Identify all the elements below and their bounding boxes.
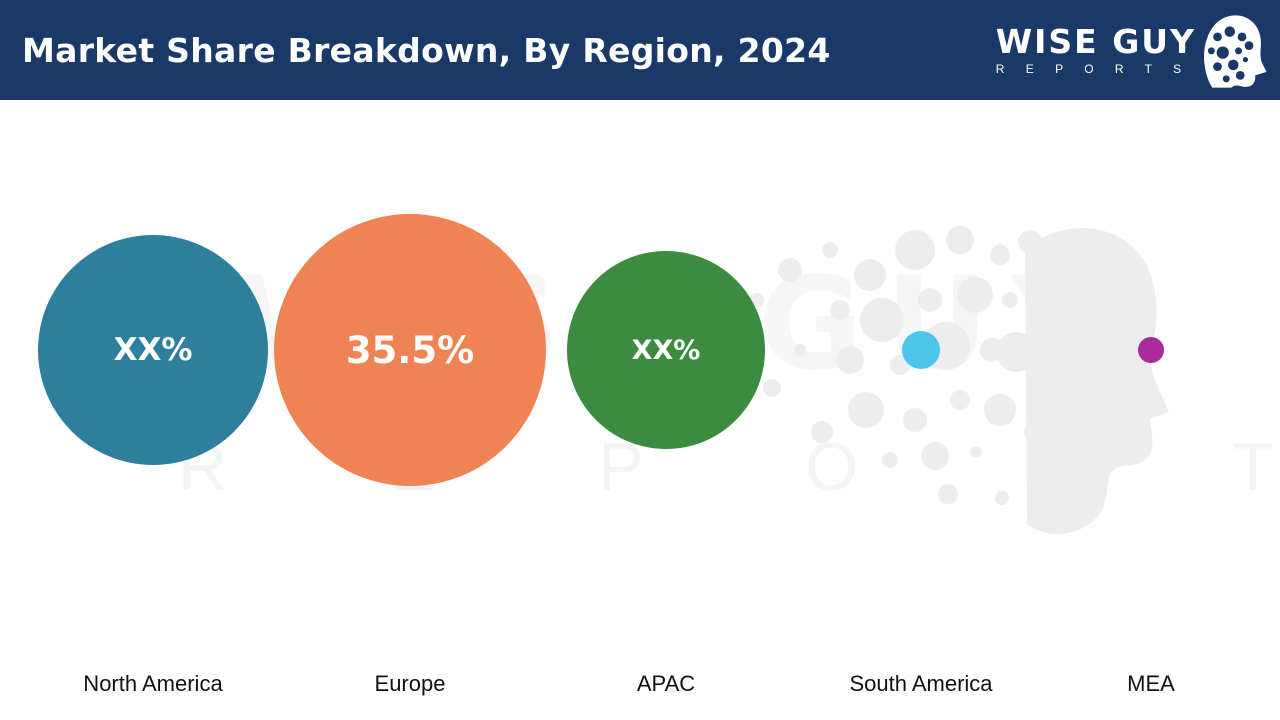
brand-logo-text: WISE GUY R E P O R T S bbox=[996, 25, 1196, 75]
brand-subtitle: R E P O R T S bbox=[995, 62, 1191, 76]
bubble-apac: XX% bbox=[567, 251, 765, 449]
header-bar: Market Share Breakdown, By Region, 2024 … bbox=[0, 0, 1280, 100]
region-label-apac: APAC bbox=[636, 671, 696, 696]
bubble-value-north-america: XX% bbox=[113, 332, 193, 368]
bubble-north-america: XX% bbox=[38, 235, 268, 465]
region-label-south-america: South America bbox=[849, 671, 993, 696]
bubble-mea bbox=[1138, 337, 1164, 363]
bubble-south-america bbox=[902, 331, 940, 369]
bubble-europe: 35.5% bbox=[274, 214, 546, 486]
logo-head-icon bbox=[1204, 15, 1267, 88]
region-label-europe: Europe bbox=[374, 671, 446, 696]
brand-logo: WISE GUY R E P O R T S bbox=[996, 7, 1272, 93]
region-label-north-america: North America bbox=[83, 671, 223, 696]
bubble-value-europe: 35.5% bbox=[345, 328, 475, 372]
region-label-mea: MEA bbox=[1127, 671, 1175, 696]
brand-name: WISE GUY bbox=[995, 22, 1196, 61]
page-title: Market Share Breakdown, By Region, 2024 bbox=[22, 30, 831, 70]
bubble-value-apac: XX% bbox=[631, 334, 701, 366]
